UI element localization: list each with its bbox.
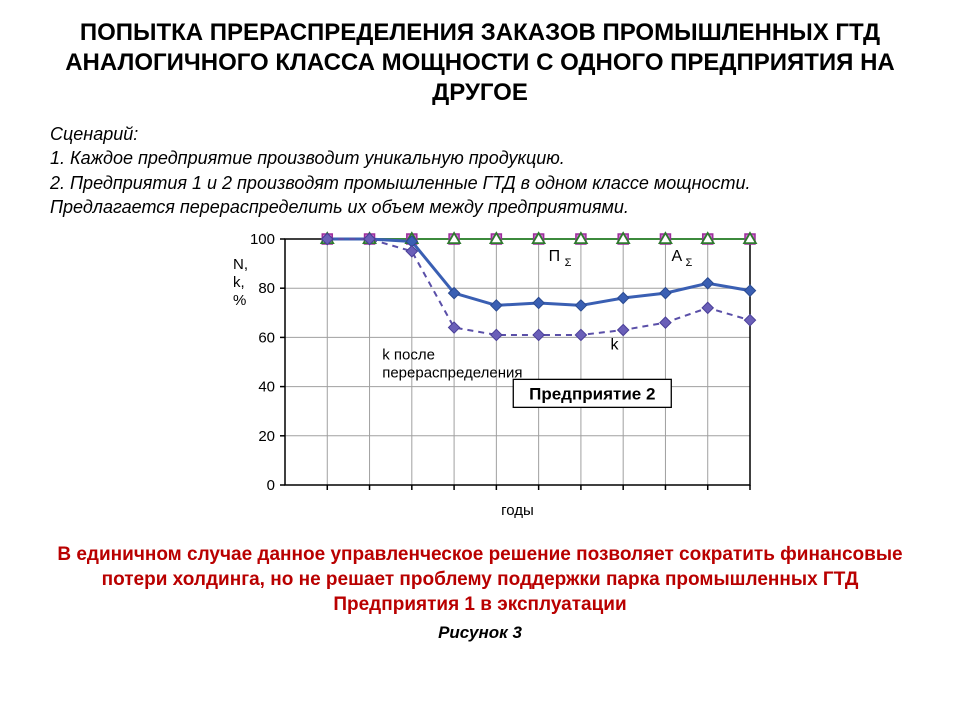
svg-text:%: % bbox=[233, 292, 246, 309]
figure-caption: Рисунок 3 bbox=[40, 623, 920, 643]
svg-text:Σ: Σ bbox=[685, 257, 692, 269]
svg-text:Σ: Σ bbox=[565, 257, 572, 269]
svg-text:100: 100 bbox=[250, 231, 275, 248]
chart-container: 020406080100N,k,%годыПΣАΣkk послеперерас… bbox=[40, 225, 920, 535]
scenario-line: Предлагается перераспределить их объем м… bbox=[50, 195, 910, 219]
svg-text:перераспределения: перераспределения bbox=[382, 365, 522, 382]
svg-text:20: 20 bbox=[258, 428, 275, 445]
svg-text:П: П bbox=[549, 248, 561, 265]
svg-text:60: 60 bbox=[258, 330, 275, 347]
svg-text:k: k bbox=[611, 337, 620, 354]
chart: 020406080100N,k,%годыПΣАΣkk послеперерас… bbox=[190, 225, 770, 535]
svg-text:80: 80 bbox=[258, 280, 275, 297]
svg-text:k после: k после bbox=[382, 347, 435, 364]
svg-text:Предприятие 2: Предприятие 2 bbox=[529, 385, 655, 404]
scenario-line: 1. Каждое предприятие производит уникаль… bbox=[50, 146, 910, 170]
svg-text:А: А bbox=[671, 248, 682, 265]
conclusion-text: В единичном случае данное управленческое… bbox=[50, 543, 910, 617]
svg-text:N,: N, bbox=[233, 256, 248, 273]
scenario-heading: Сценарий: bbox=[50, 122, 910, 146]
svg-text:k,: k, bbox=[233, 274, 245, 291]
svg-text:годы: годы bbox=[501, 502, 534, 519]
svg-text:0: 0 bbox=[267, 477, 275, 494]
slide-page: ПОПЫТКА ПРЕРАСПРЕДЕЛЕНИЯ ЗАКАЗОВ ПРОМЫШЛ… bbox=[0, 0, 960, 720]
page-title: ПОПЫТКА ПРЕРАСПРЕДЕЛЕНИЯ ЗАКАЗОВ ПРОМЫШЛ… bbox=[40, 18, 920, 108]
scenario-line: 2. Предприятия 1 и 2 производят промышле… bbox=[50, 171, 910, 195]
svg-text:40: 40 bbox=[258, 379, 275, 396]
scenario-block: Сценарий: 1. Каждое предприятие производ… bbox=[50, 122, 910, 219]
